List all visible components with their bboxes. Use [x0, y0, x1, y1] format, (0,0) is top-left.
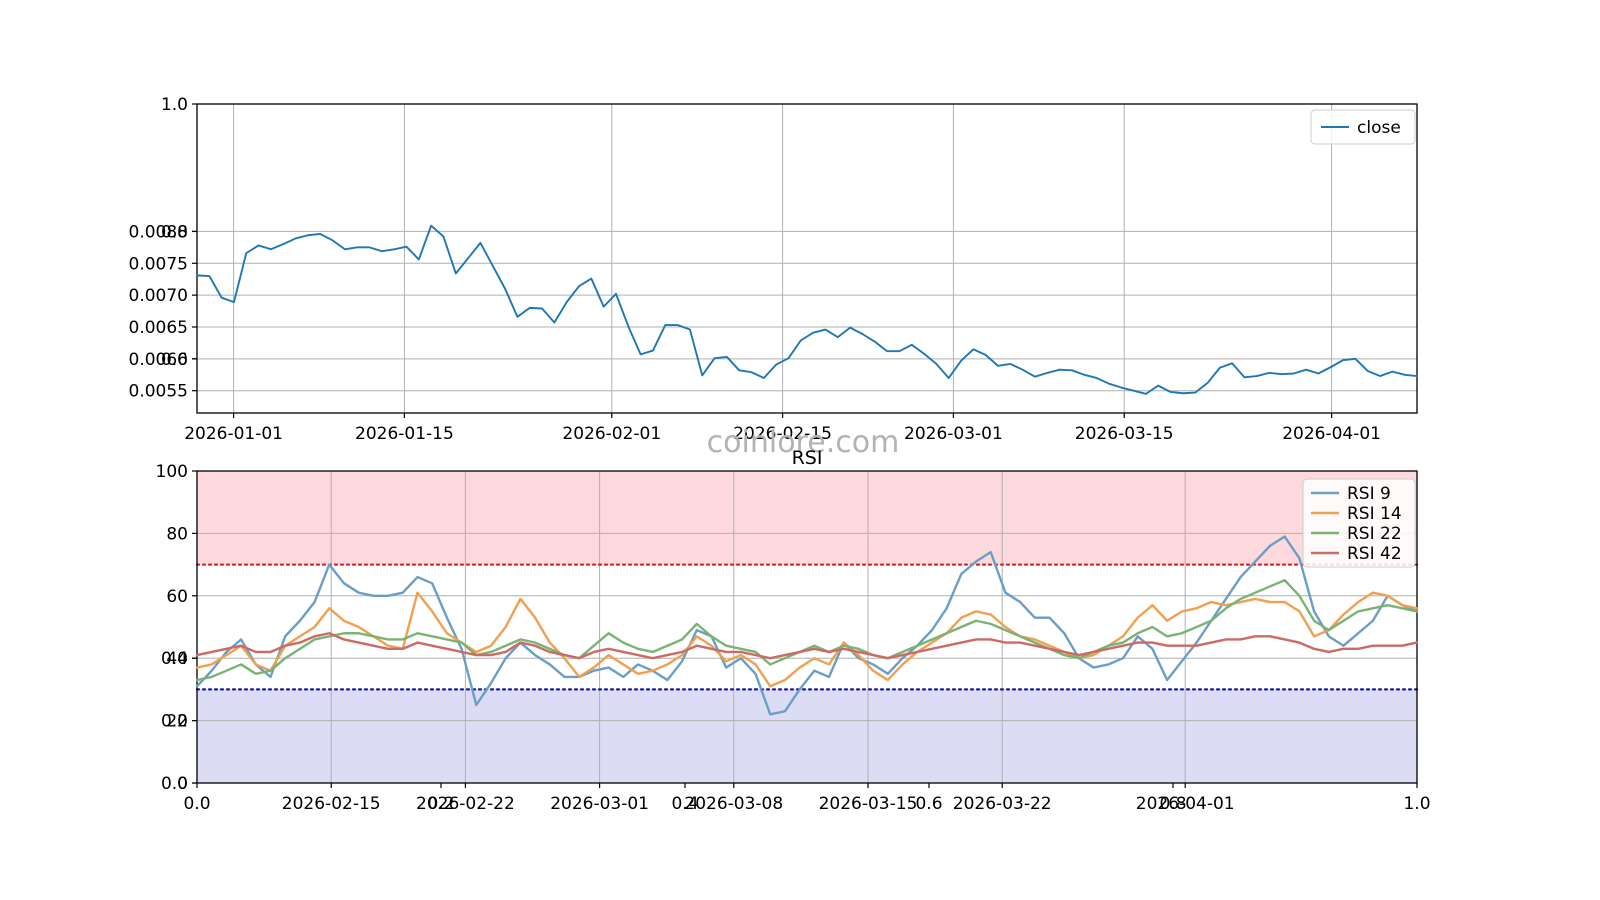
rsi-xtick-label: 2026-02-15 [282, 794, 381, 814]
rsi-xtick-label: 2026-03-01 [550, 794, 649, 814]
price-plot-frame [196, 103, 1418, 414]
price-overlay-ytick-label: 0.8 [161, 222, 188, 242]
rsi-legend-box[interactable] [1302, 478, 1416, 568]
price-xtick-label: 2026-03-15 [1075, 424, 1174, 444]
rsi-ytick-label: 80 [166, 524, 188, 544]
price-ytick-label: 0.0065 [129, 318, 188, 338]
rsi-title: RSI [792, 447, 823, 469]
rsi-xtick-label: 2026-03-22 [953, 794, 1052, 814]
rsi-legend-label-RSI-14: RSI 14 [1347, 504, 1402, 524]
rsi-ytick-label: 0 [177, 774, 188, 794]
rsi-xtick-label: 2026-03-15 [819, 794, 918, 814]
price-ytick-label: 0.0075 [129, 254, 188, 274]
rsi-overlay-xtick-label: 0.0 [183, 794, 210, 814]
rsi-overlay-xtick-label: 0.6 [915, 794, 942, 814]
rsi-ytick-label: 40 [166, 649, 188, 669]
rsi-series-RSI-22 [195, 579, 1419, 682]
rsi-xtick-label: 2026-02-22 [416, 794, 515, 814]
rsi-ytick-label: 100 [156, 462, 188, 482]
price-ytick-label: 0.0060 [129, 350, 188, 370]
rsi-band [197, 689, 1417, 783]
rsi-legend-label-RSI-42: RSI 42 [1347, 544, 1402, 564]
price-xtick-label: 2026-02-15 [733, 424, 832, 444]
price-ytick-label: 0.0080 [129, 222, 188, 242]
price-series-close [196, 224, 1418, 395]
rsi-overlay-xtick-label: 0.8 [1159, 794, 1186, 814]
rsi-ytick-label: 60 [166, 587, 188, 607]
rsi-overlay-xtick-label: 0.4 [671, 794, 698, 814]
rsi-xtick-label: 2026-04-01 [1136, 794, 1235, 814]
rsi-band [197, 471, 1417, 565]
rsi-legend-label-RSI-9: RSI 9 [1347, 484, 1391, 504]
price-overlay-ytick-label: 1.0 [161, 95, 188, 115]
rsi-overlay-ytick-label: 0.2 [161, 712, 188, 732]
watermark-label: coinlore.com [707, 425, 900, 460]
price-xtick-label: 2026-01-15 [355, 424, 454, 444]
rsi-overlay-ytick-label: 0.0 [161, 774, 188, 794]
price-xtick-label: 2026-02-01 [562, 424, 661, 444]
rsi-overlay-xtick-label: 1.0 [1403, 794, 1430, 814]
rsi-series-RSI-42 [195, 632, 1419, 660]
rsi-xtick-label: 2026-03-08 [684, 794, 783, 814]
price-xtick-label: 2026-03-01 [904, 424, 1003, 444]
rsi-ytick-label: 20 [166, 712, 188, 732]
rsi-legend-label-RSI-22: RSI 22 [1347, 524, 1402, 544]
price-ytick-label: 0.0070 [129, 286, 188, 306]
rsi-overlay-xtick-label: 0.2 [427, 794, 454, 814]
price-legend-box[interactable] [1310, 109, 1416, 145]
price-xtick-label: 2026-01-01 [184, 424, 283, 444]
price-ytick-label: 0.0055 [129, 382, 188, 402]
rsi-plot-frame [196, 470, 1418, 784]
rsi-overlay-ytick-label: 0.4 [161, 649, 188, 669]
price-xtick-label: 2026-04-01 [1282, 424, 1381, 444]
price-legend-label-close: close [1357, 118, 1401, 138]
price-overlay-ytick-label: 0.6 [161, 350, 188, 370]
